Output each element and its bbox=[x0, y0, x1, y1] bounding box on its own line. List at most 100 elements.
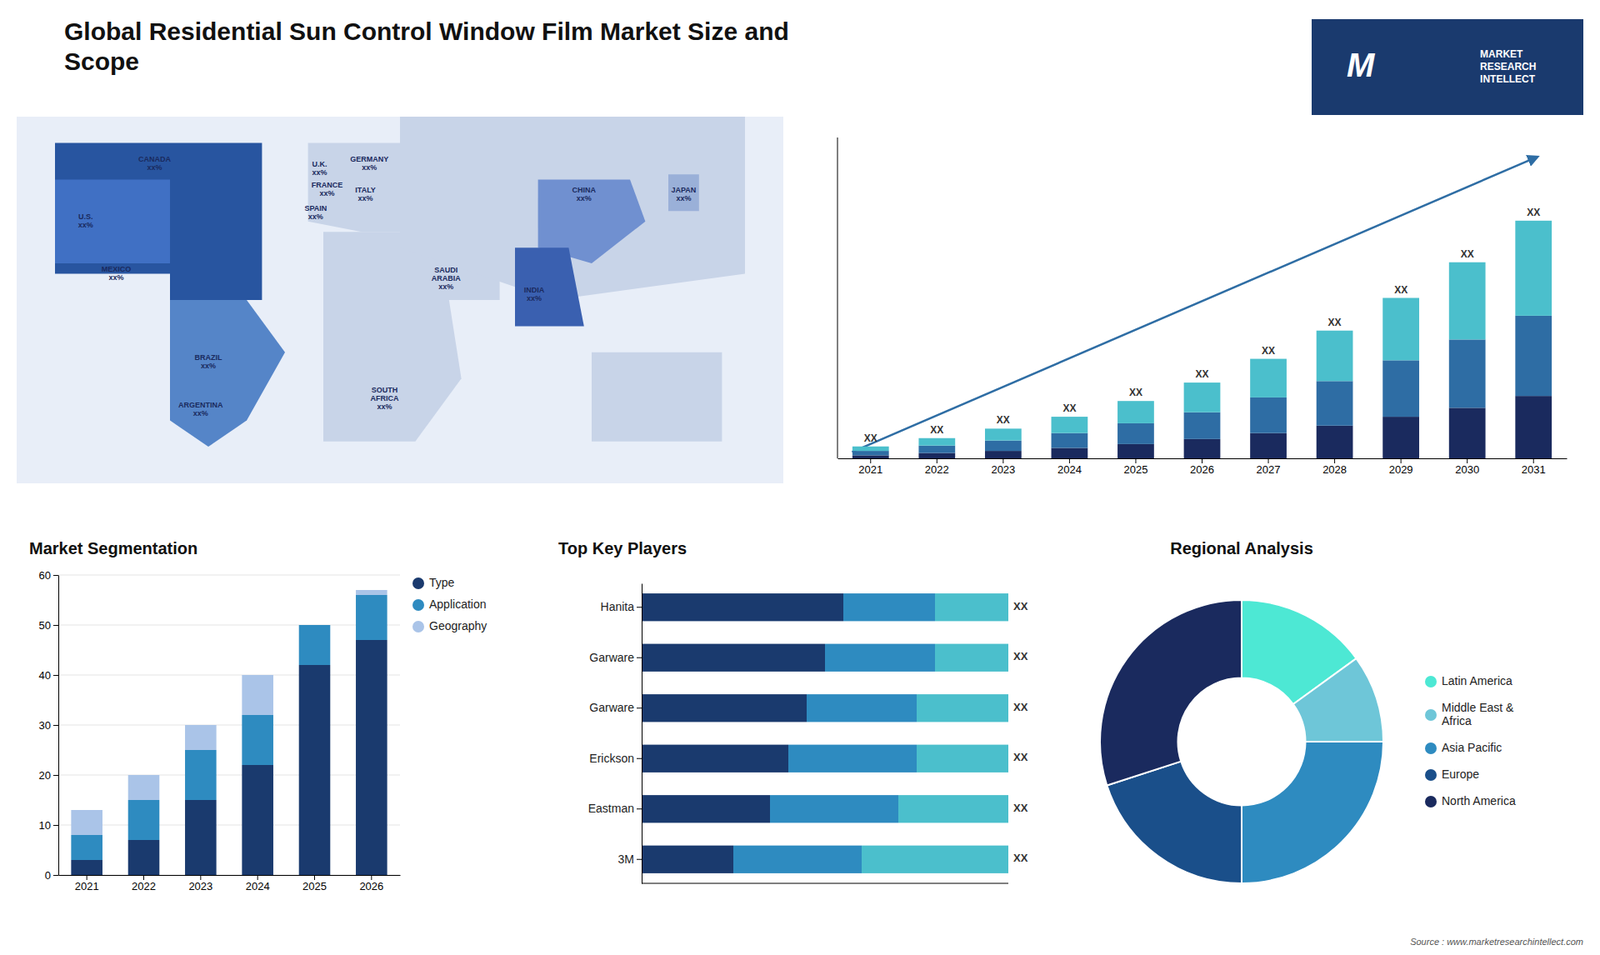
data-label: XX bbox=[1013, 801, 1029, 815]
data-label-line: XX bbox=[1013, 801, 1029, 815]
bar bbox=[128, 840, 160, 875]
bar bbox=[733, 845, 862, 874]
legend-label: Latin America bbox=[1441, 674, 1513, 688]
grid bbox=[58, 575, 400, 875]
bar bbox=[641, 845, 734, 874]
y-tick-label: 30 bbox=[39, 719, 51, 732]
map-label-line: CANADA bbox=[138, 155, 171, 164]
y-tick: 10 bbox=[39, 819, 59, 832]
x-tick-label: 2022 bbox=[131, 880, 156, 893]
legend-label: Type bbox=[429, 575, 455, 590]
data-label-line: XX bbox=[1394, 284, 1408, 296]
x-tick-label: 2021 bbox=[858, 463, 883, 476]
data-label: XX bbox=[864, 432, 878, 445]
map-label-line: SAUDI bbox=[434, 265, 458, 275]
map-label-line: xx% bbox=[109, 273, 125, 282]
bar bbox=[788, 745, 917, 773]
x-tick-mark bbox=[257, 875, 259, 880]
chart-title: Top Key Players bbox=[558, 539, 687, 558]
logo-mark-line: M bbox=[1346, 45, 1376, 83]
map-label: FRANCExx% bbox=[311, 180, 344, 198]
y-tick: 3M bbox=[618, 852, 642, 866]
legend-marker bbox=[1425, 795, 1437, 808]
legend-marker bbox=[1425, 742, 1437, 755]
y-axis-line bbox=[837, 137, 839, 459]
data-label-line: XX bbox=[1013, 600, 1029, 613]
legend-label-line: Africa bbox=[1441, 714, 1472, 728]
y-tick-mark bbox=[636, 859, 642, 860]
legend-label: Application bbox=[429, 597, 487, 611]
bar bbox=[918, 445, 955, 454]
y-tick-mark bbox=[636, 606, 642, 608]
hbar-chart: Top Key PlayersXXXXXXXXXXXXHanitaGarware… bbox=[558, 539, 1029, 884]
y-tick-label: 20 bbox=[39, 769, 51, 782]
y-tick-mark bbox=[636, 707, 642, 709]
grid-line bbox=[58, 725, 400, 726]
map-label-line: xx% bbox=[200, 362, 216, 371]
data-label: XX bbox=[1460, 248, 1475, 260]
x-tick: 2026 bbox=[359, 875, 384, 893]
legend-marker bbox=[1425, 709, 1437, 721]
legend-label: Europe bbox=[1441, 767, 1480, 781]
y-tick: 50 bbox=[39, 619, 59, 632]
bar bbox=[1051, 448, 1089, 459]
map-label-line: xx% bbox=[377, 403, 393, 412]
bar bbox=[935, 644, 1009, 672]
bar bbox=[1449, 262, 1486, 340]
y-tick: Eastman bbox=[588, 801, 642, 815]
data-label-line: XX bbox=[996, 414, 1010, 426]
x-tick: 2021 bbox=[858, 458, 883, 476]
chart-title-line: Top Key Players bbox=[558, 539, 687, 558]
map-label-line: ARABIA bbox=[431, 274, 461, 283]
bar bbox=[1184, 382, 1221, 413]
x-tick-mark bbox=[870, 458, 871, 464]
bar bbox=[916, 745, 1009, 773]
map-label-line: SOUTH bbox=[371, 386, 399, 395]
data-label-line: XX bbox=[1526, 206, 1540, 219]
data-label: XX bbox=[1013, 650, 1029, 664]
bar bbox=[1382, 360, 1420, 417]
bar bbox=[641, 795, 770, 823]
y-tick: 0 bbox=[45, 869, 59, 882]
bar bbox=[299, 625, 331, 626]
map-label-line: ITALY bbox=[355, 186, 376, 195]
x-tick-label: 2021 bbox=[75, 880, 100, 893]
x-tick-label: 2024 bbox=[245, 880, 270, 893]
slice bbox=[1100, 600, 1242, 786]
map-region bbox=[515, 247, 585, 326]
bar bbox=[70, 860, 103, 875]
bar bbox=[128, 775, 160, 800]
map-label-line: xx% bbox=[361, 163, 377, 172]
bar bbox=[1117, 423, 1155, 445]
logo-text-line: RESEARCH bbox=[1480, 60, 1536, 73]
bar bbox=[70, 810, 103, 835]
bar bbox=[1515, 220, 1552, 316]
map-label: JAPANxx% bbox=[670, 186, 696, 204]
x-tick-label: 2029 bbox=[1389, 463, 1414, 476]
y-tick-mark bbox=[636, 808, 642, 810]
bar bbox=[1250, 433, 1287, 459]
legend-label-line: Type bbox=[429, 575, 455, 590]
y-tick: 20 bbox=[39, 769, 59, 782]
grid-line bbox=[58, 675, 400, 676]
bar bbox=[985, 428, 1022, 440]
bar bbox=[1250, 397, 1287, 434]
bar bbox=[1382, 416, 1420, 459]
bar bbox=[985, 450, 1022, 459]
legend-marker bbox=[412, 599, 425, 611]
x-tick: 2025 bbox=[1123, 458, 1148, 476]
data-label-line: XX bbox=[1195, 368, 1209, 380]
legend-label-line: Application bbox=[429, 597, 487, 611]
bar bbox=[1051, 416, 1089, 434]
bar bbox=[918, 453, 955, 459]
bar bbox=[641, 644, 825, 672]
data-label: XX bbox=[1129, 386, 1143, 399]
logo-box bbox=[1311, 19, 1584, 115]
x-tick-mark bbox=[370, 875, 372, 880]
x-tick-label: 2028 bbox=[1322, 463, 1347, 476]
y-axis: HanitaGarwareGarwareEricksonEastman3M bbox=[588, 584, 643, 885]
x-tick-mark bbox=[200, 875, 201, 880]
data-label-line: XX bbox=[1261, 345, 1275, 357]
bar bbox=[1051, 433, 1089, 449]
legend-marker bbox=[412, 577, 425, 590]
